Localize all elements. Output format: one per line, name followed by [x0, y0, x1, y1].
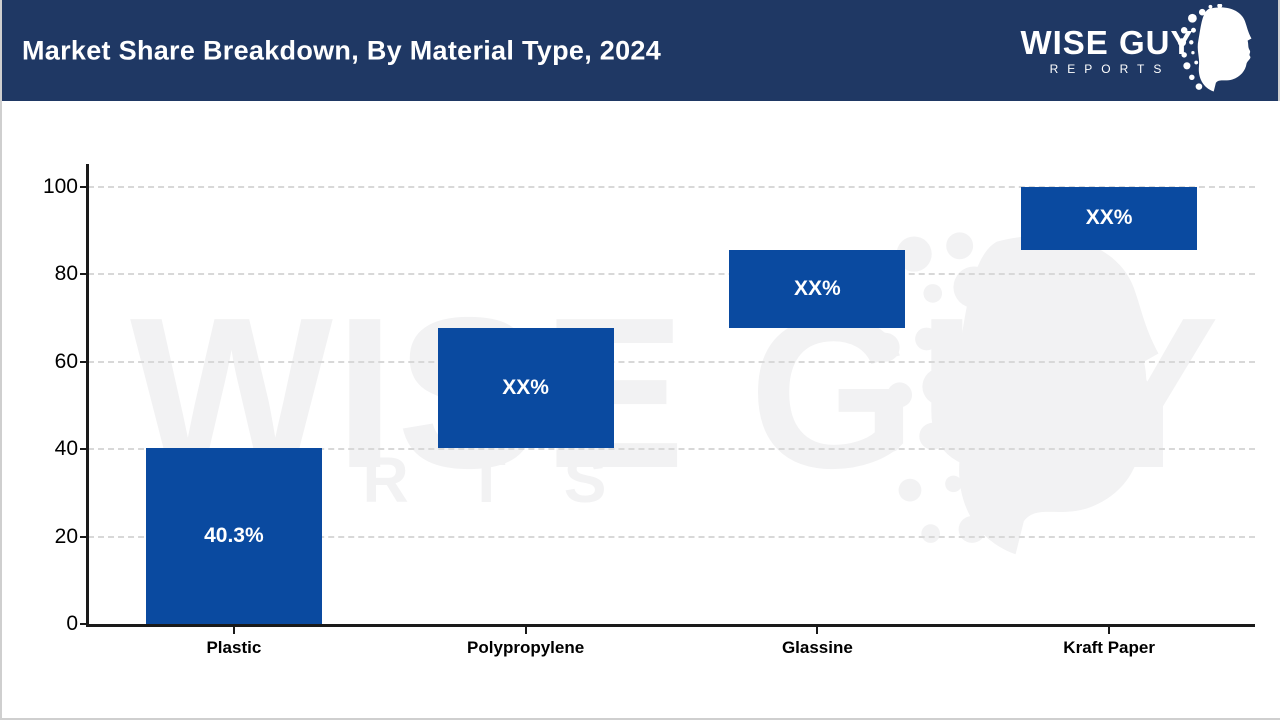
bar-value-label: XX%	[794, 276, 841, 300]
y-tick-mark	[80, 448, 88, 450]
logo-subtitle: REPORTS	[1049, 62, 1171, 76]
x-axis-line	[86, 624, 1255, 627]
header-bar: Market Share Breakdown, By Material Type…	[2, 0, 1278, 101]
x-tick-mark	[816, 626, 819, 634]
gridline-40	[88, 448, 1255, 450]
x-axis-category-label: Polypropylene	[467, 638, 585, 657]
y-axis-line	[86, 164, 89, 627]
bar-plastic: 40.3%	[145, 447, 322, 624]
y-axis-tick-label: 40	[54, 437, 78, 460]
bar-polypropylene: XX%	[437, 327, 614, 448]
bar-glassine: XX%	[729, 249, 906, 328]
y-tick-mark	[80, 535, 88, 538]
wise-guy-reports-logo: WISE GUY REPORTS	[1010, 4, 1260, 97]
y-tick-mark	[80, 623, 88, 625]
bar-kraft-paper: XX%	[1021, 186, 1198, 250]
y-tick-mark	[80, 273, 88, 275]
plot-area: 0 20 40 60 80 100 40.3% Plastic XX% Polypropylene…	[2, 101, 1280, 718]
face-profile-dots-icon	[1177, 4, 1252, 92]
y-axis-tick-label: 0	[66, 612, 78, 635]
y-axis-tick-label: 80	[54, 262, 78, 285]
bar-value-label: 40.3%	[204, 523, 264, 547]
bar-value-label: XX%	[1085, 206, 1133, 230]
x-axis-category-label: Glassine	[781, 638, 853, 657]
y-axis-tick-label: 20	[54, 524, 78, 548]
gridline-20	[88, 535, 1255, 538]
gridline-80	[88, 273, 1255, 275]
y-tick-mark	[80, 360, 88, 363]
logo-wordmark: WISE GUY	[1020, 24, 1194, 61]
logo-text: WISE GUY REPORTS	[1018, 26, 1196, 76]
gridline-60	[88, 360, 1255, 363]
x-tick-mark	[524, 626, 527, 634]
x-tick-mark	[1108, 626, 1111, 634]
chart-canvas: WISE GUY PORTS 0 20 40 60 80 100 40.3% Plastic X…	[2, 101, 1280, 718]
chart-title: Market Share Breakdown, By Material Type…	[22, 35, 662, 65]
gridline-100	[88, 185, 1255, 188]
y-axis-tick-label: 60	[54, 349, 78, 373]
x-axis-category-label: Plastic	[206, 638, 262, 657]
bar-value-label: XX%	[502, 375, 549, 399]
y-axis-tick-label: 100	[42, 174, 78, 198]
x-tick-mark	[232, 626, 235, 634]
watermark-face-profile-dots	[870, 232, 1159, 555]
y-tick-mark	[80, 185, 88, 188]
x-axis-category-label: Kraft Paper	[1063, 638, 1155, 657]
